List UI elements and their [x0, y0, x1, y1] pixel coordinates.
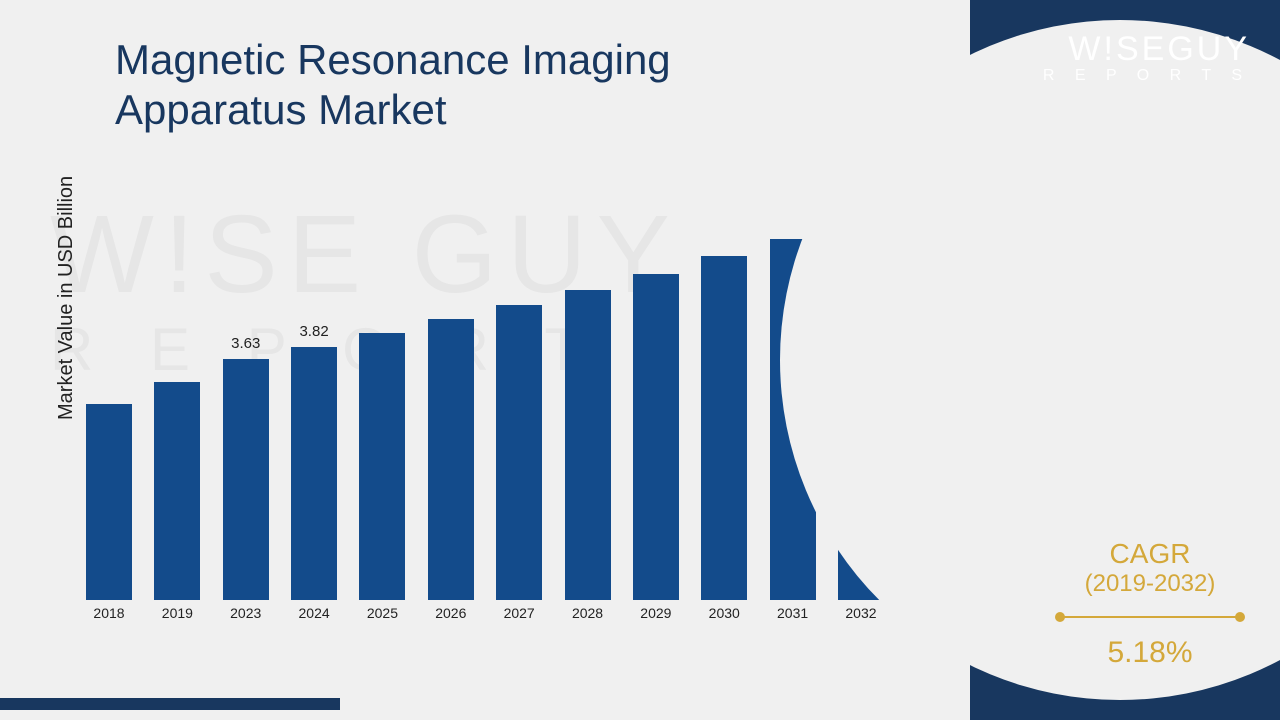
bar: [154, 382, 200, 600]
bar-group: [627, 250, 685, 600]
cagr-box: CAGR (2019-2032) 5.18%: [1020, 538, 1280, 670]
chart-title: Magnetic Resonance Imaging Apparatus Mar…: [115, 35, 735, 136]
x-tick: 2028: [559, 605, 617, 621]
bar-value-label: 3.63: [231, 335, 260, 353]
cagr-label: CAGR: [1020, 538, 1280, 570]
cagr-value: 5.18%: [1020, 636, 1280, 670]
bars-container: 3.633.825.73: [80, 200, 890, 600]
logo-main: W!SEGUY: [1043, 30, 1250, 69]
bar: [359, 333, 405, 600]
cagr-years: (2019-2032): [1020, 570, 1280, 598]
bar-chart: 3.633.825.73: [80, 200, 890, 600]
bar-group: [148, 358, 206, 600]
x-tick: 2019: [148, 605, 206, 621]
bar: [496, 305, 542, 600]
cagr-divider: [1060, 616, 1240, 618]
bar-group: 3.82: [285, 323, 343, 600]
bar-group: [422, 295, 480, 600]
x-tick: 2023: [217, 605, 275, 621]
bar-group: 3.63: [217, 335, 275, 600]
bar: [633, 274, 679, 600]
bar-group: [695, 232, 753, 600]
bar: [701, 256, 747, 600]
x-tick: 2024: [285, 605, 343, 621]
bar: [428, 319, 474, 600]
x-tick: 2029: [627, 605, 685, 621]
bar-group: [80, 380, 138, 600]
x-tick: 2027: [490, 605, 548, 621]
bar: [291, 347, 337, 600]
logo: W!SEGUY R E P O R T S: [1043, 30, 1250, 85]
x-axis: 2018 2019 2023 2024 2025 2026 2027 2028 2029 2030…: [80, 605, 890, 621]
bar-group: [353, 309, 411, 600]
bar: [565, 290, 611, 600]
x-tick: 2031: [764, 605, 822, 621]
logo-sub: R E P O R T S: [1043, 67, 1250, 85]
x-tick: 2018: [80, 605, 138, 621]
x-tick: 2032: [832, 605, 890, 621]
bar: [223, 359, 269, 600]
x-tick: 2026: [422, 605, 480, 621]
bar: [86, 404, 132, 600]
bar-group: [490, 281, 548, 600]
bar-group: [559, 266, 617, 600]
bar-value-label: 3.82: [299, 323, 328, 341]
bottom-accent-bar: [0, 698, 340, 710]
y-axis-label: Market Value in USD Billion: [55, 176, 78, 420]
x-tick: 2025: [353, 605, 411, 621]
x-tick: 2030: [695, 605, 753, 621]
